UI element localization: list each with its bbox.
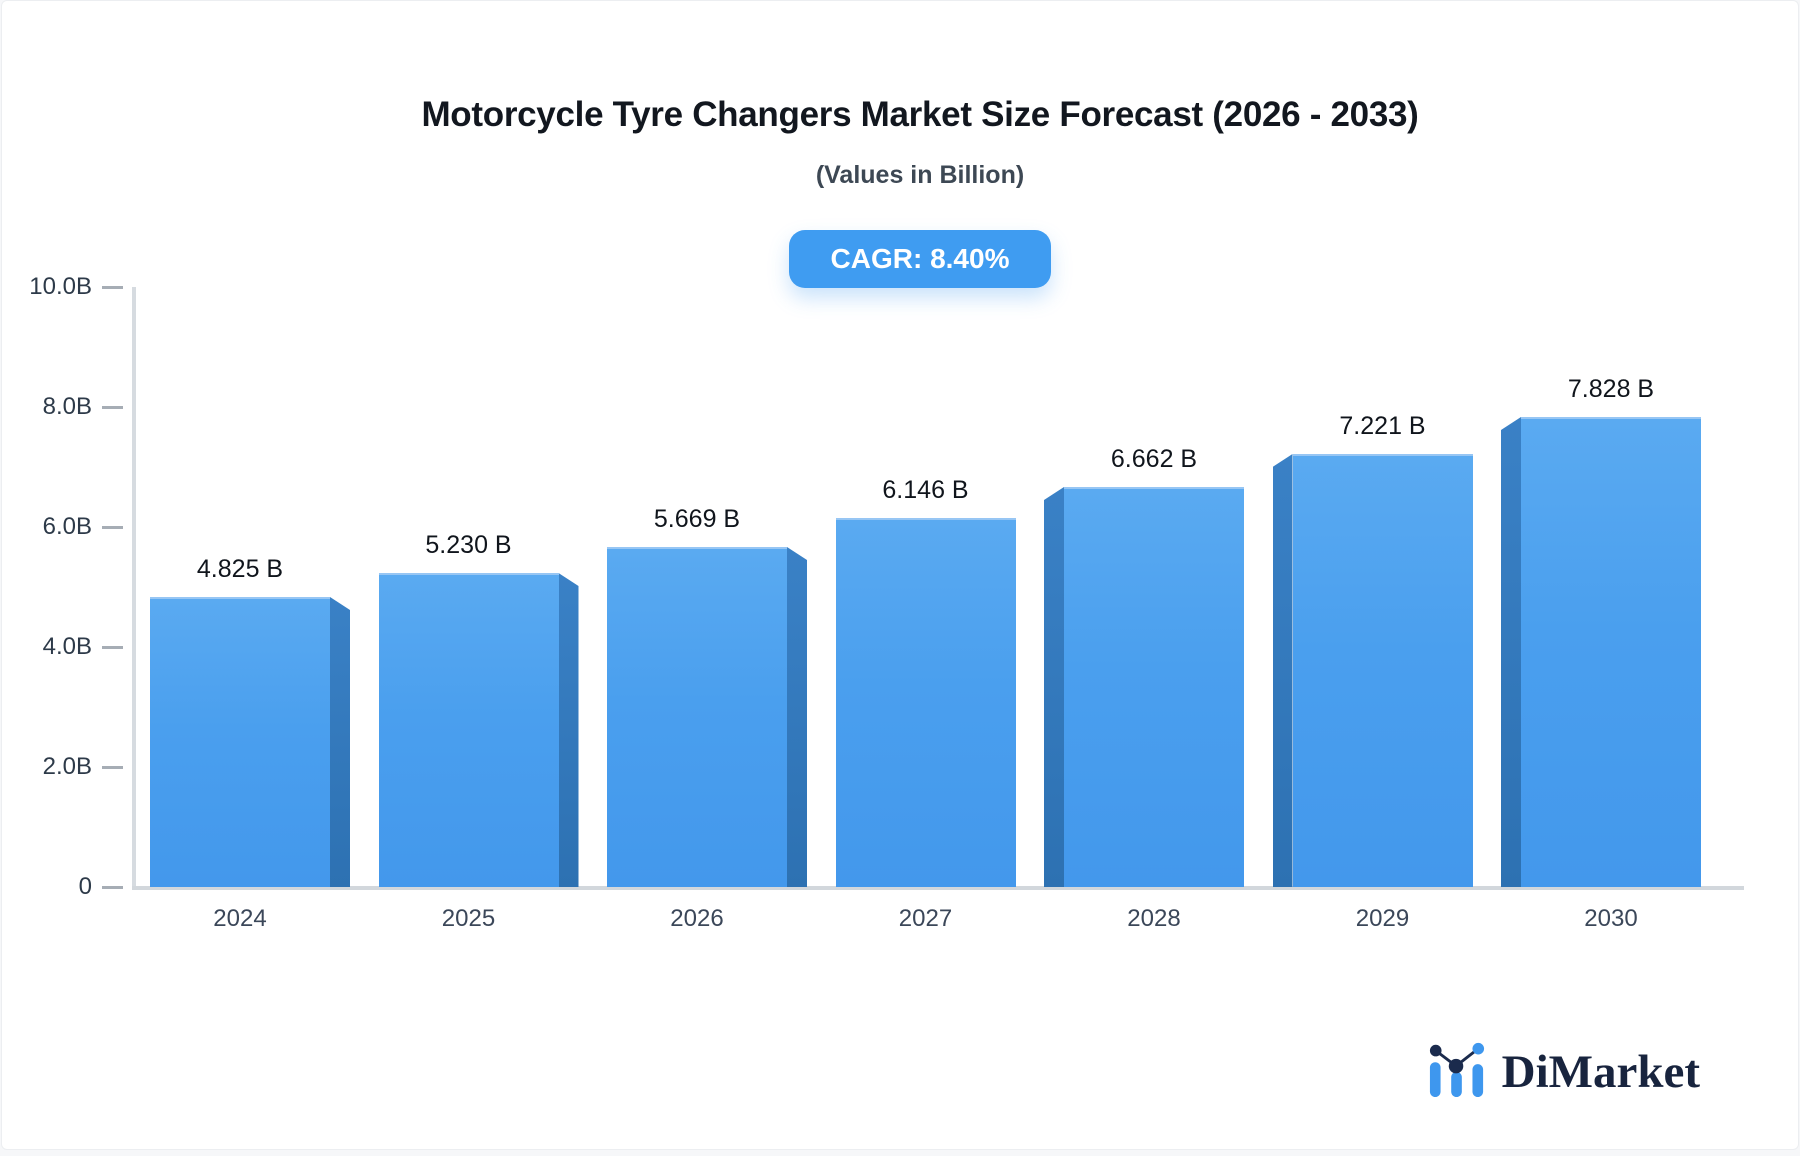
bar-value-label: 6.662 B (1110, 445, 1198, 473)
bar-2030 (1501, 417, 1701, 887)
x-axis-baseline (132, 886, 1744, 890)
bar-value-label: 5.230 B (425, 531, 512, 559)
chart-subtitle: (Values in Billion) (815, 161, 1025, 189)
bar-side-face (558, 573, 579, 887)
y-tick-dash (102, 525, 123, 529)
chart-header: Motorcycle Tyre Changers Market Size For… (2, 1, 1798, 288)
y-tick-label: 0 (78, 873, 92, 900)
y-tick-label: 4.0B (42, 633, 92, 660)
y-tick-label: 6.0B (42, 513, 92, 540)
bar-2027 (835, 518, 1016, 887)
bar-face-2029 (1292, 454, 1473, 887)
bar-side-face (1044, 487, 1064, 887)
bar-face-2026 (607, 547, 787, 887)
x-tick-label: 2026 (670, 905, 724, 932)
bar-2024 (150, 597, 350, 887)
bar-2029 (1272, 454, 1473, 887)
bar-face-2028 (1064, 487, 1244, 887)
y-axis-line (132, 287, 136, 888)
chart-title: Motorcycle Tyre Changers Market Size For… (421, 95, 1419, 134)
bar-value-label: 4.825 B (196, 555, 284, 583)
bar-side-face (1272, 454, 1293, 887)
x-tick-label: 2027 (898, 905, 953, 932)
bar-2026 (607, 547, 807, 887)
x-tick-label: 2024 (213, 905, 267, 932)
x-tick-label: 2029 (1355, 905, 1410, 932)
bar-2025 (378, 573, 579, 887)
bar-value-label: 7.221 B (1339, 412, 1426, 440)
bar-face-2027 (835, 518, 1016, 887)
x-tick-label: 2030 (1584, 905, 1638, 932)
dimarket-logo: DiMarket (1428, 1037, 1700, 1099)
mini-bar-line-chart-icon (1429, 1042, 1484, 1097)
bar-value-label: 5.669 B (653, 505, 741, 533)
brand-name: DiMarket (1501, 1046, 1700, 1099)
y-tick-dash (102, 885, 123, 889)
y-tick-label: 2.0B (42, 753, 92, 780)
bar-value-label: 7.828 B (1567, 375, 1655, 403)
x-tick-label: 2025 (441, 905, 496, 932)
bar-side-face (330, 597, 350, 887)
y-tick-label: 8.0B (42, 393, 92, 420)
y-tick-dash (102, 285, 123, 289)
bar-value-label: 6.146 B (882, 476, 969, 504)
bar-2028 (1044, 487, 1244, 887)
cagr-badge: CAGR: 8.40% (788, 230, 1052, 288)
x-tick-label: 2028 (1127, 905, 1181, 932)
bar-face-2025 (378, 573, 559, 887)
y-tick-dash (102, 645, 123, 649)
y-tick-dash (102, 405, 123, 409)
bar-face-2030 (1521, 417, 1701, 887)
y-tick-dash (102, 765, 123, 769)
bar-face-2024 (150, 597, 330, 887)
y-tick-label: 10.0B (29, 273, 92, 300)
bar-side-face (787, 547, 807, 887)
bar-side-face (1501, 417, 1521, 887)
